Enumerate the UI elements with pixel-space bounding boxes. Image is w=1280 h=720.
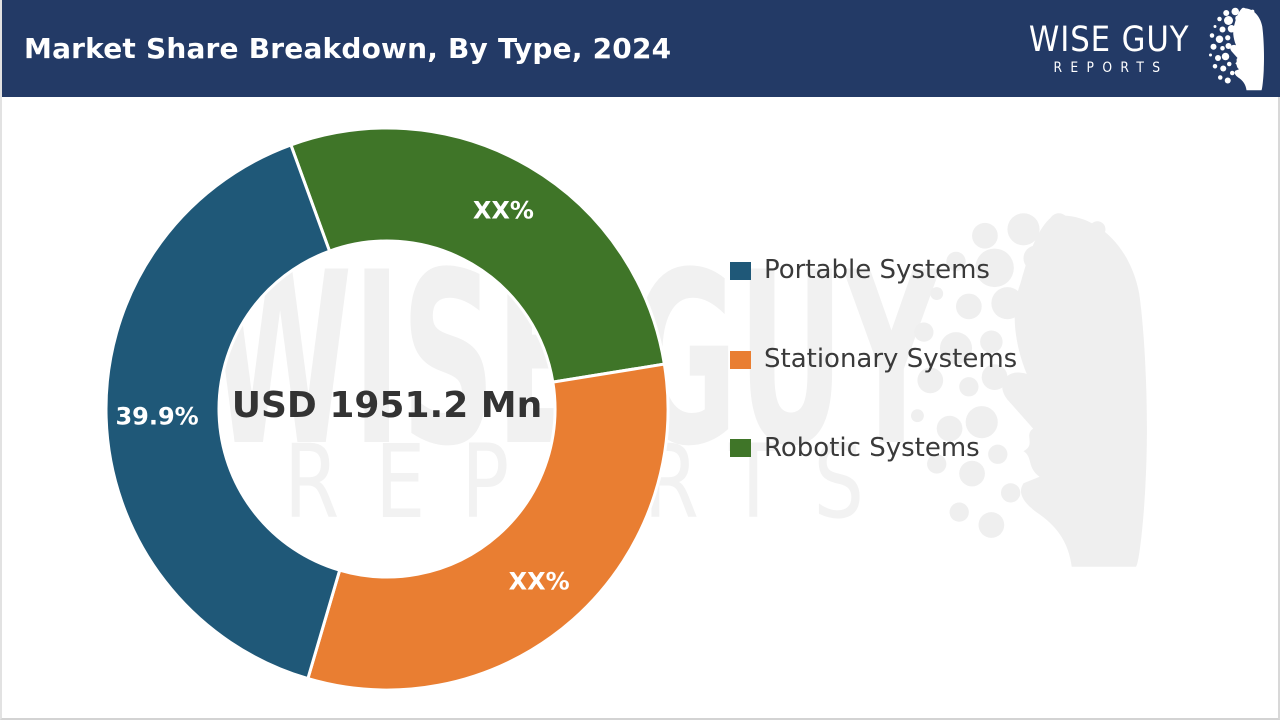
wiseguy-face-icon [1209,7,1265,90]
legend-label: Robotic Systems [764,432,980,463]
header-bar: Market Share Breakdown, By Type, 2024 WI… [2,0,1280,97]
legend-swatch [730,350,751,369]
brand-name: WISE GUY REPORTS [1029,19,1190,76]
legend-swatch [730,261,751,280]
brand-logo: WISE GUY REPORTS [1007,7,1268,91]
legend-label: Stationary Systems [764,343,1018,374]
page-title: Market Share Breakdown, By Type, 2024 [24,32,672,65]
legend-label: Portable Systems [764,255,990,285]
legend-item-robotic-systems: Robotic Systems [730,432,1017,466]
legend-item-stationary-systems: Stationary Systems [730,343,1017,377]
legend-item-portable-systems: Portable Systems [730,254,1017,288]
chart-legend: Portable Systems Stationary Systems Roboti… [730,254,1017,465]
segment-label: XX% [473,197,534,225]
brand-name-line1: WISE GUY [1029,19,1190,60]
brand-name-line2: REPORTS [1053,59,1169,76]
segment-label: XX% [509,567,570,595]
legend-swatch [730,439,751,458]
chart-center-value: USD 1951.2 Mn [231,385,543,426]
